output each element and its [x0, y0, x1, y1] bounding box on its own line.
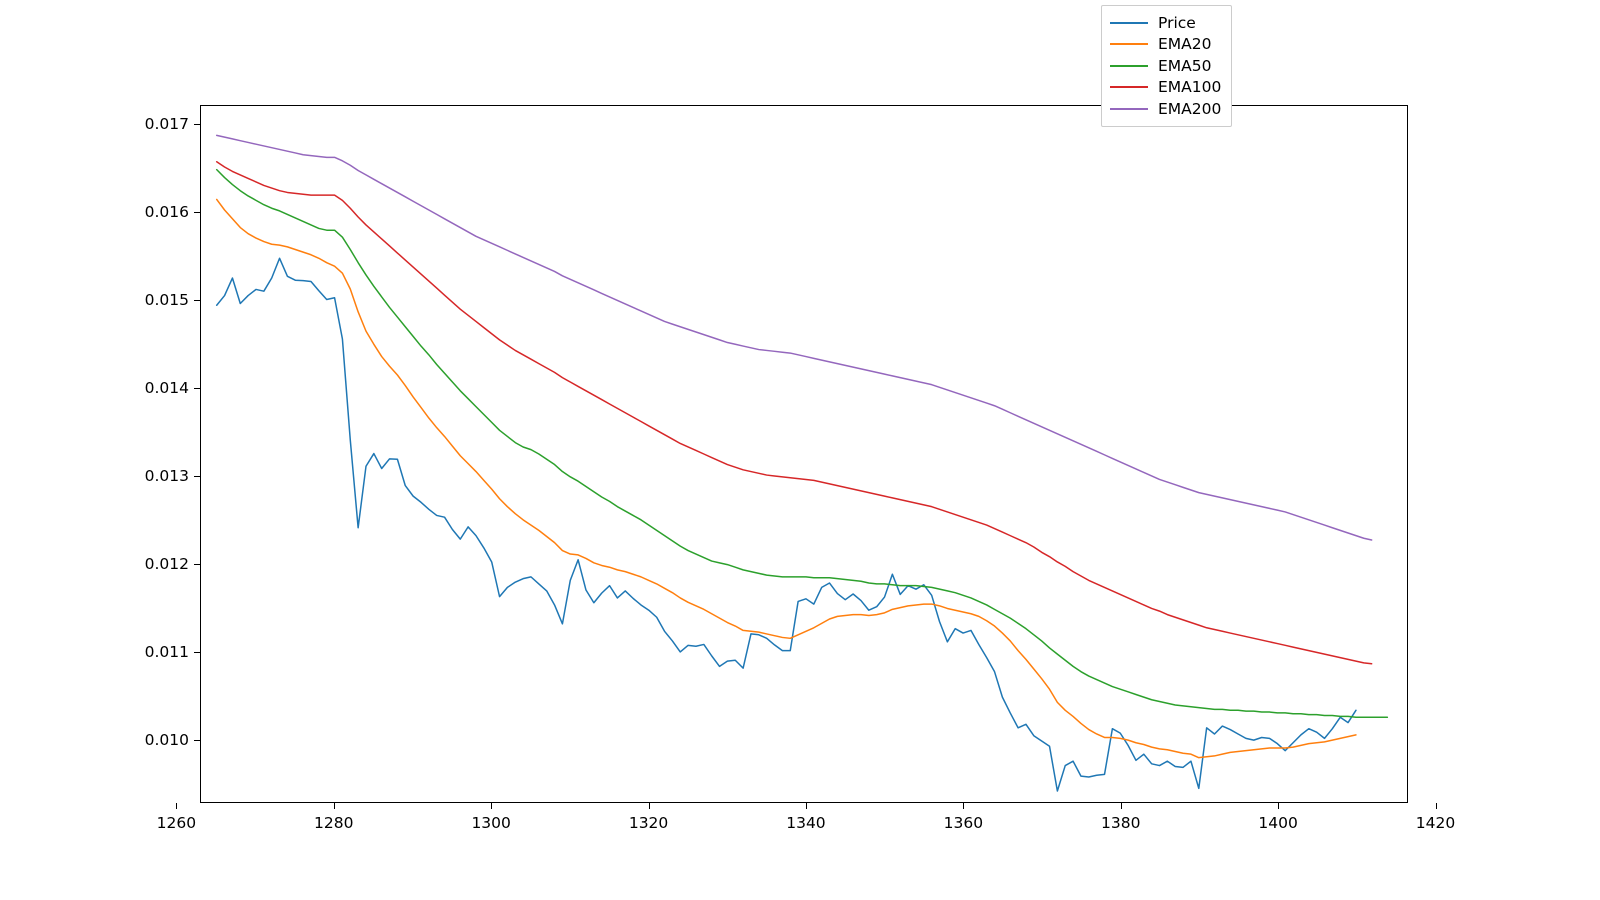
legend-label: Price — [1158, 13, 1196, 32]
chart-legend: Price EMA20 EMA50 EMA100 EMA200 — [1101, 5, 1233, 127]
x-tick-mark — [333, 803, 335, 809]
x-tick-mark — [176, 803, 178, 809]
y-tick-mark — [194, 123, 200, 126]
y-tick-label: 0.014 — [144, 378, 189, 397]
legend-label: EMA50 — [1158, 56, 1212, 75]
y-tick-mark — [194, 564, 200, 566]
y-tick-mark — [194, 740, 200, 742]
x-tick-label: 1260 — [156, 814, 197, 832]
x-tick-mark — [1278, 803, 1280, 809]
x-tick-label: 1320 — [628, 814, 669, 832]
series-line-ema100 — [217, 162, 1372, 664]
y-tick-mark — [194, 387, 200, 390]
plot-lines — [201, 106, 1407, 802]
x-tick-mark — [805, 803, 808, 809]
plot-area — [200, 105, 1408, 803]
legend-swatch-ema20 — [1110, 43, 1148, 46]
x-tick-label: 1280 — [314, 814, 354, 832]
y-tick-label: 0.012 — [144, 555, 189, 574]
y-tick-label: 0.011 — [144, 643, 189, 662]
legend-item-ema50: EMA50 — [1110, 55, 1221, 77]
x-tick-label: 1360 — [943, 814, 984, 832]
y-tick-label: 0.017 — [144, 114, 189, 133]
x-tick-label: 1400 — [1258, 814, 1298, 832]
x-tick-mark — [648, 803, 650, 809]
x-tick-label: 1420 — [1415, 814, 1456, 832]
y-tick-mark — [194, 211, 200, 214]
series-line-ema200 — [217, 135, 1372, 540]
legend-label: EMA100 — [1158, 78, 1222, 97]
legend-item-ema20: EMA20 — [1110, 34, 1221, 56]
legend-item-ema200: EMA200 — [1110, 98, 1221, 120]
y-tick-mark — [194, 299, 200, 302]
series-line-price — [217, 258, 1356, 791]
x-tick-mark — [491, 803, 493, 809]
x-tick-label: 1380 — [1101, 814, 1141, 832]
y-tick-mark — [194, 652, 200, 654]
x-tick-mark — [963, 803, 965, 809]
legend-swatch-price — [1110, 21, 1148, 24]
y-tick-label: 0.016 — [144, 202, 189, 221]
x-tick-mark — [1120, 803, 1122, 809]
y-tick-label: 0.010 — [144, 731, 189, 750]
legend-item-price: Price — [1110, 12, 1221, 34]
series-line-ema20 — [217, 199, 1356, 757]
x-tick-mark — [1435, 803, 1437, 809]
legend-label: EMA200 — [1158, 99, 1222, 118]
y-tick-label: 0.015 — [144, 290, 189, 309]
y-tick-mark — [194, 476, 200, 478]
legend-swatch-ema50 — [1110, 64, 1148, 67]
x-tick-label: 1340 — [786, 814, 826, 832]
legend-item-ema100: EMA100 — [1110, 77, 1221, 99]
series-line-ema50 — [217, 170, 1388, 718]
legend-swatch-ema200 — [1110, 107, 1148, 110]
x-tick-label: 1300 — [471, 814, 511, 832]
legend-label: EMA20 — [1158, 35, 1212, 54]
y-tick-label: 0.013 — [144, 467, 189, 485]
legend-swatch-ema100 — [1110, 86, 1148, 89]
